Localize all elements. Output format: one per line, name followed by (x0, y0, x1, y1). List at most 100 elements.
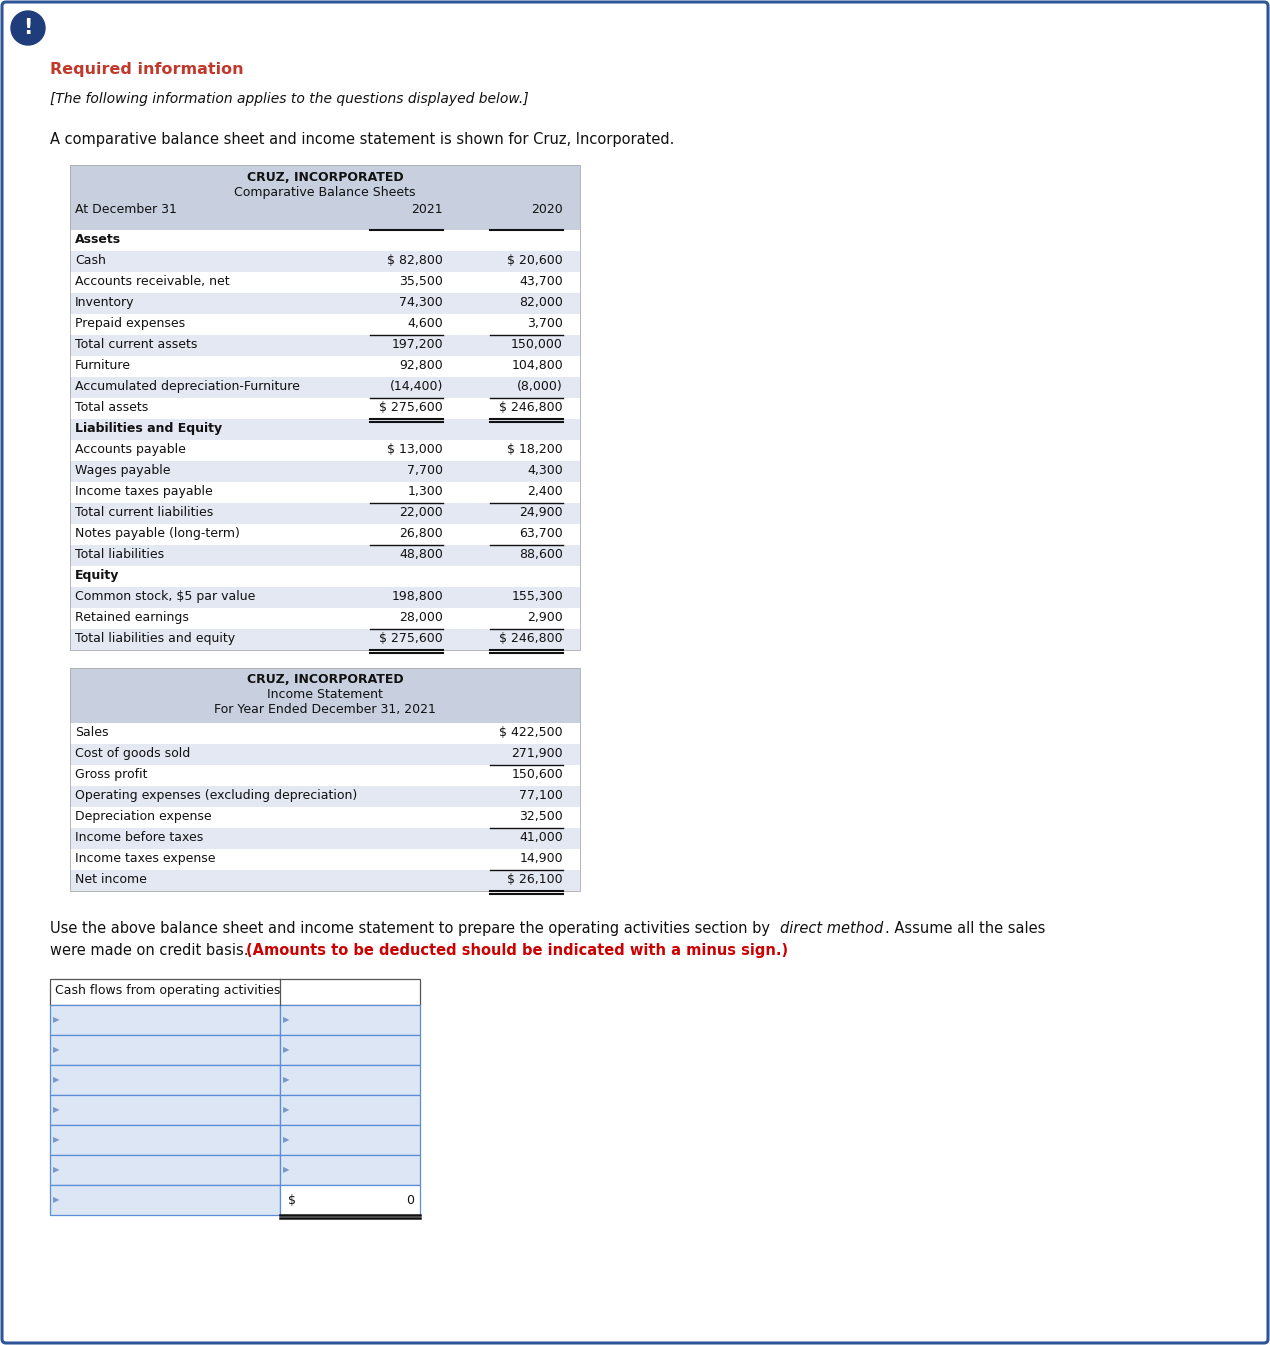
Bar (279, 1185, 420, 1215)
Text: 74,300: 74,300 (399, 296, 443, 309)
Text: A comparative balance sheet and income statement is shown for Cruz, Incorporated: A comparative balance sheet and income s… (50, 132, 674, 147)
Bar (70, 252, 580, 272)
Bar (70, 870, 580, 890)
Text: ▶: ▶ (53, 1045, 60, 1054)
Text: Sales: Sales (75, 726, 108, 738)
Text: ▶: ▶ (283, 1076, 290, 1084)
Text: $ 275,600: $ 275,600 (380, 401, 443, 414)
Text: ▶: ▶ (53, 1106, 60, 1115)
Bar (70, 165, 580, 650)
Bar (70, 398, 580, 420)
Text: ▶: ▶ (53, 1076, 60, 1084)
Text: (8,000): (8,000) (517, 381, 563, 393)
Text: $ 246,800: $ 246,800 (499, 401, 563, 414)
Text: $ 422,500: $ 422,500 (499, 726, 563, 738)
Text: 14,900: 14,900 (519, 851, 563, 865)
Text: Net income: Net income (75, 873, 147, 886)
Text: Income taxes payable: Income taxes payable (75, 486, 213, 498)
Text: ▶: ▶ (283, 1045, 290, 1054)
Text: 2021: 2021 (411, 203, 443, 217)
Text: ▶: ▶ (53, 1196, 60, 1205)
Text: At December 31: At December 31 (75, 203, 177, 217)
Text: ▶: ▶ (53, 1135, 60, 1145)
Bar (70, 525, 580, 545)
Text: Income before taxes: Income before taxes (75, 831, 203, 845)
Text: ▶: ▶ (283, 1106, 290, 1115)
Text: 82,000: 82,000 (519, 296, 563, 309)
Bar (50, 979, 420, 1005)
Text: 92,800: 92,800 (399, 359, 443, 373)
Bar (50, 1065, 279, 1095)
Text: $ 13,000: $ 13,000 (387, 443, 443, 456)
Text: Total liabilities and equity: Total liabilities and equity (75, 632, 235, 646)
FancyBboxPatch shape (3, 1, 1267, 1344)
Bar (70, 272, 580, 293)
Bar (70, 566, 580, 586)
Bar (279, 1155, 420, 1185)
Bar (70, 668, 580, 724)
Text: (14,400): (14,400) (390, 381, 443, 393)
Text: 2,400: 2,400 (527, 486, 563, 498)
Text: For Year Ended December 31, 2021: For Year Ended December 31, 2021 (215, 703, 436, 716)
Text: ▶: ▶ (283, 1015, 290, 1025)
Text: 3,700: 3,700 (527, 317, 563, 330)
Text: Operating expenses (excluding depreciation): Operating expenses (excluding depreciati… (75, 790, 357, 802)
Bar (70, 724, 580, 744)
Text: 155,300: 155,300 (512, 590, 563, 603)
Bar (70, 608, 580, 629)
Text: Use the above balance sheet and income statement to prepare the operating activi: Use the above balance sheet and income s… (50, 921, 775, 936)
Bar (70, 420, 580, 440)
Text: Total current liabilities: Total current liabilities (75, 506, 213, 519)
Bar (279, 1124, 420, 1155)
Text: Income Statement: Income Statement (267, 689, 384, 701)
Bar (50, 1036, 279, 1065)
Text: Required information: Required information (50, 62, 244, 77)
Text: (Amounts to be deducted should be indicated with a minus sign.): (Amounts to be deducted should be indica… (246, 943, 789, 958)
Bar (70, 461, 580, 482)
Bar (279, 1065, 420, 1095)
Text: 2,900: 2,900 (527, 611, 563, 624)
Text: Total current assets: Total current assets (75, 338, 197, 351)
Text: 2020: 2020 (531, 203, 563, 217)
Text: 7,700: 7,700 (406, 464, 443, 477)
Text: Depreciation expense: Depreciation expense (75, 810, 212, 823)
Bar (279, 1036, 420, 1065)
Text: Income taxes expense: Income taxes expense (75, 851, 216, 865)
Text: ▶: ▶ (53, 1166, 60, 1174)
Bar (50, 1185, 279, 1215)
Text: [The following information applies to the questions displayed below.]: [The following information applies to th… (50, 91, 528, 106)
Text: 1,300: 1,300 (408, 486, 443, 498)
Text: $ 18,200: $ 18,200 (507, 443, 563, 456)
Text: Accounts receivable, net: Accounts receivable, net (75, 274, 230, 288)
Bar (70, 629, 580, 650)
Bar (70, 377, 580, 398)
Text: 43,700: 43,700 (519, 274, 563, 288)
Text: Common stock, $5 par value: Common stock, $5 par value (75, 590, 255, 603)
Text: 63,700: 63,700 (519, 527, 563, 539)
Text: 150,000: 150,000 (511, 338, 563, 351)
Text: ▶: ▶ (53, 1015, 60, 1025)
Text: Total assets: Total assets (75, 401, 149, 414)
Text: Accounts payable: Accounts payable (75, 443, 185, 456)
Text: 28,000: 28,000 (399, 611, 443, 624)
Text: 26,800: 26,800 (399, 527, 443, 539)
Text: 4,300: 4,300 (527, 464, 563, 477)
Bar (70, 482, 580, 503)
Text: Cash: Cash (75, 254, 105, 268)
Text: $ 82,800: $ 82,800 (387, 254, 443, 268)
Bar (70, 356, 580, 377)
Bar (279, 1005, 420, 1036)
Bar (70, 829, 580, 849)
Text: 271,900: 271,900 (512, 746, 563, 760)
Text: Total liabilities: Total liabilities (75, 547, 164, 561)
Text: Liabilities and Equity: Liabilities and Equity (75, 422, 222, 434)
Text: Cost of goods sold: Cost of goods sold (75, 746, 190, 760)
Bar (50, 1155, 279, 1185)
Bar (70, 765, 580, 785)
Text: Equity: Equity (75, 569, 119, 582)
Text: 104,800: 104,800 (512, 359, 563, 373)
Text: Retained earnings: Retained earnings (75, 611, 189, 624)
Text: ▶: ▶ (283, 1166, 290, 1174)
Text: 4,600: 4,600 (408, 317, 443, 330)
Text: 88,600: 88,600 (519, 547, 563, 561)
